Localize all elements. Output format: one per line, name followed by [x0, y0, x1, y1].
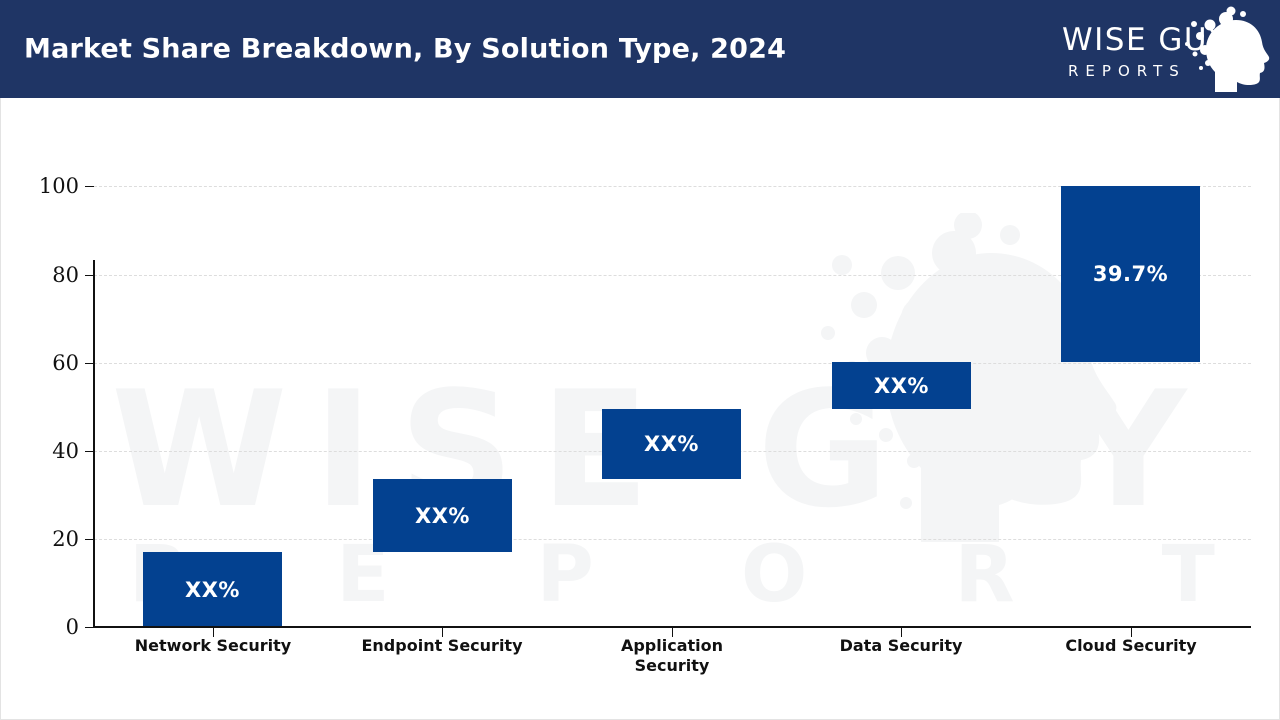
y-tick-mark-100: [85, 186, 94, 187]
bar-application-security[interactable]: XX%: [602, 409, 741, 479]
x-tick-mark-data-security: [901, 627, 902, 637]
y-tick-mark-60: [85, 363, 94, 364]
bar-label-application-security: XX%: [644, 432, 699, 456]
y-tick-label-40: 40: [52, 439, 79, 463]
x-tick-label-endpoint-security: Endpoint Security: [361, 636, 523, 655]
y-axis-line: [93, 260, 95, 628]
gridline-80: [94, 275, 1251, 276]
bar-label-endpoint-security: XX%: [415, 503, 470, 528]
logo-wordmark-secondary: REPORTS: [1068, 62, 1186, 80]
x-tick-label-network-security: Network Security: [134, 636, 292, 655]
x-tick-label-application-security-line1: Application: [620, 636, 724, 655]
bar-network-security[interactable]: XX%: [143, 552, 282, 627]
x-tick-label-application-security: Application Security: [592, 636, 752, 676]
chart-panel: WISE GUY R E P O R T S: [0, 98, 1280, 720]
y-tick-mark-0: [85, 627, 94, 628]
logo-wordmark-primary: WISE GUY: [1062, 22, 1229, 58]
gridline-100: [94, 186, 1251, 187]
bar-cloud-security[interactable]: 39.7%: [1061, 186, 1200, 362]
wiseguy-reports-logo: WISE GUY REPORTS: [1058, 6, 1272, 92]
y-tick-label-20: 20: [52, 527, 79, 551]
gridline-20: [94, 539, 1251, 540]
x-tick-label-cloud-security: Cloud Security: [1065, 636, 1197, 655]
x-tick-mark-network-security: [213, 627, 214, 637]
x-tick-label-application-security-line2: Security: [634, 656, 710, 675]
logo-head-icon: [1185, 6, 1270, 92]
page-header: Market Share Breakdown, By Solution Type…: [0, 0, 1280, 98]
gridline-60: [94, 363, 1251, 364]
y-tick-mark-20: [85, 539, 94, 540]
logo-svg: WISE GUY REPORTS: [1062, 6, 1270, 92]
x-tick-mark-cloud-security: [1131, 627, 1132, 637]
y-tick-label-80: 80: [52, 263, 79, 287]
bar-label-network-security: XX%: [185, 577, 240, 602]
bar-endpoint-security[interactable]: XX%: [373, 479, 512, 552]
y-tick-mark-40: [85, 451, 94, 452]
x-tick-mark-endpoint-security: [442, 627, 443, 637]
y-tick-label-60: 60: [52, 351, 79, 375]
plot-area: XX% XX% XX% XX% 39.7% 0 20 40: [1, 98, 1279, 719]
bar-data-security[interactable]: XX%: [832, 362, 971, 409]
bar-label-cloud-security: 39.7%: [1092, 262, 1169, 286]
page-title: Market Share Breakdown, By Solution Type…: [24, 33, 787, 65]
x-tick-label-data-security: Data Security: [839, 636, 963, 655]
x-tick-mark-application-security: [672, 627, 673, 637]
y-tick-label-0: 0: [65, 615, 79, 639]
y-tick-mark-80: [85, 275, 94, 276]
y-tick-label-100: 100: [38, 174, 79, 198]
bar-label-data-security: XX%: [874, 373, 929, 398]
